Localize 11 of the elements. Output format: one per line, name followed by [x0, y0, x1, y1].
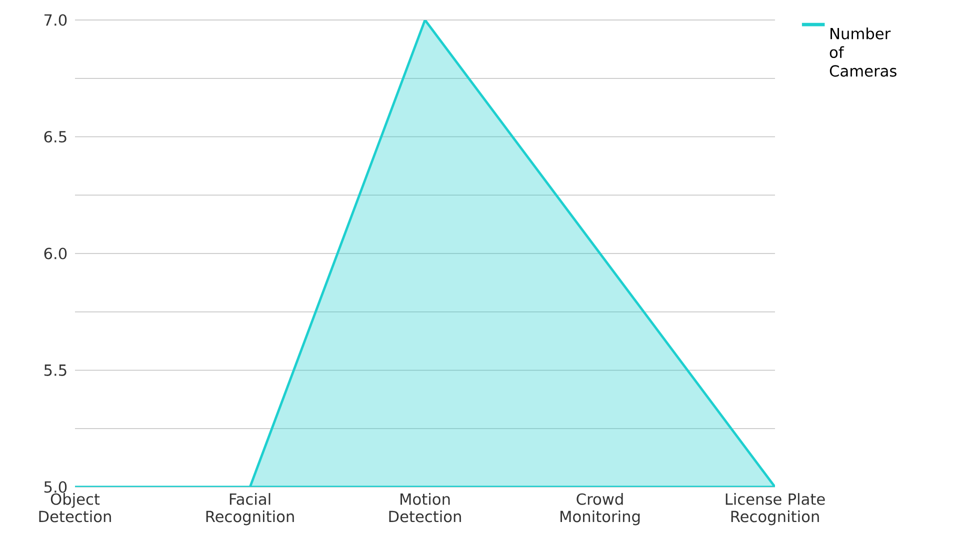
y-tick-label: 7.0 [44, 14, 67, 26]
x-tick-label: Object Detection [39, 493, 111, 522]
text: Number of Cameras [830, 28, 896, 77]
y-tick-label: 5.5 [44, 364, 66, 376]
y-tick-label: 6.0 [44, 248, 67, 260]
y-tick-label: 6.5 [44, 130, 66, 143]
x-tick-label: License Plate Recognition [726, 493, 825, 526]
x-tick-label: Motion Detection [389, 493, 461, 522]
x-tick-label: Crowd Monitoring [560, 493, 640, 526]
y-tick-label: 5.0 [44, 481, 67, 493]
x-tick-label: Facial Recognition [206, 493, 294, 526]
